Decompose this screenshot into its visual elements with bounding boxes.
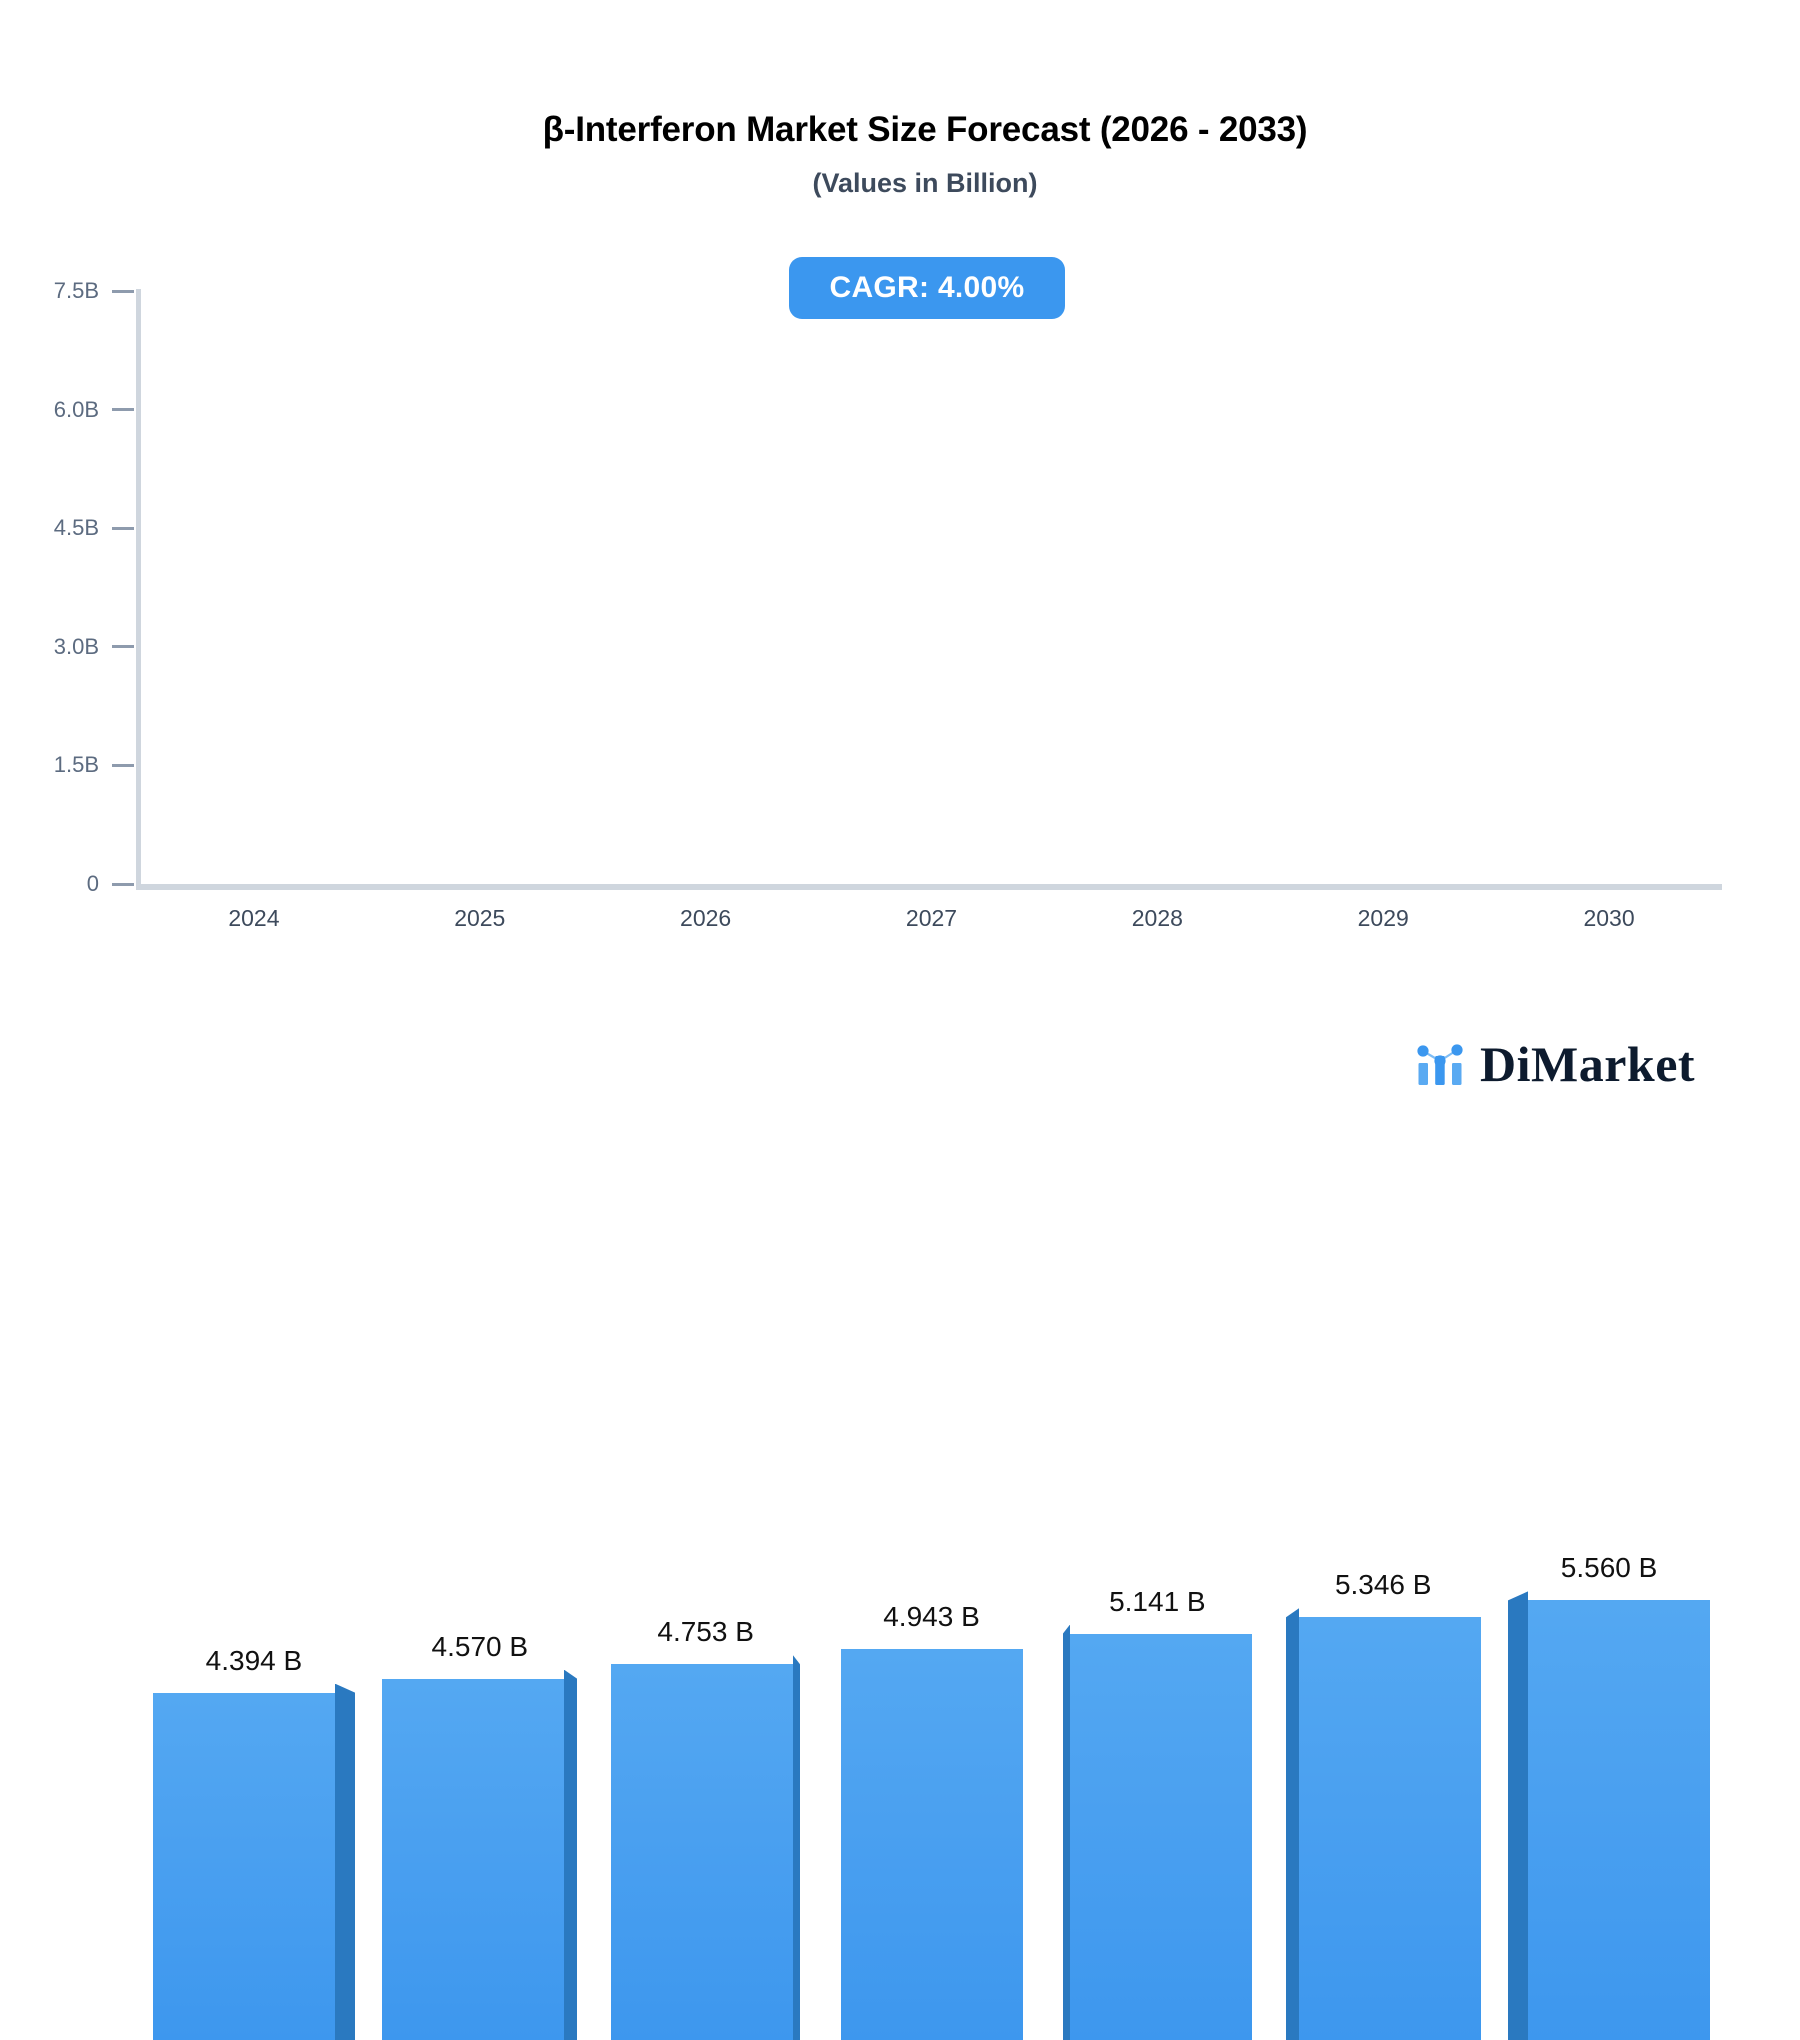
x-axis-tick-label: 2028 (1131, 905, 1183, 931)
y-axis-tick-dash (112, 408, 134, 412)
bar-front-face (1528, 1600, 1710, 2040)
chart-subtitle: (Values in Billion) (812, 168, 1038, 198)
bar-side-face (793, 1655, 800, 2040)
x-axis-tick-label: 2027 (905, 905, 958, 931)
y-axis-tick-dash (112, 289, 134, 293)
dimarket-logo: DiMarket (1412, 1036, 1695, 1092)
cagr-badge: CAGR: 4.00% (789, 257, 1065, 319)
x-axis-tick-label: 2030 (1583, 905, 1635, 931)
cagr-badge-label: CAGR: 4.00% (829, 271, 1025, 304)
y-axis-tick: 3.0B (25, 633, 134, 659)
bar-value-label: 4.394 B (205, 1644, 303, 1676)
x-axis-tick-label: 2029 (1357, 905, 1409, 931)
y-axis-tick: 0 (25, 871, 134, 896)
bar-value-label: 5.346 B (1334, 1569, 1432, 1601)
y-axis-tick-dash (112, 526, 134, 530)
y-axis-tick-label: 1.5B (53, 752, 99, 778)
y-axis-tick-label: 4.5B (53, 515, 99, 541)
y-axis-tick: 6.0B (25, 396, 134, 422)
y-axis-tick-dash (112, 645, 134, 649)
bar-side-face (1063, 1624, 1070, 2040)
chart-canvas: β-Interferon Market Size Forecast (2026 … (25, 110, 1722, 2040)
bar-value-label: 5.141 B (1109, 1585, 1206, 1617)
y-axis-tick-dash (112, 763, 134, 767)
bar-front-face (153, 1692, 335, 2040)
y-axis-tick-dash (112, 882, 134, 886)
chart-title: β-Interferon Market Size Forecast (2026 … (542, 110, 1308, 149)
x-axis-line (136, 884, 1722, 890)
bar-value-label: 4.943 B (883, 1601, 980, 1633)
y-axis-tick-label: 7.5B (53, 278, 99, 303)
y-axis-tick: 1.5B (25, 752, 134, 778)
x-axis-tick-label: 2026 (680, 905, 732, 931)
bar-side-face (1286, 1608, 1299, 2040)
bar-front-face (382, 1678, 564, 2040)
plot-area: 0 1.5B 3.0B 4.5B 6.0B 7.5B 4.394 B 4.570 B 4.75… (25, 278, 1722, 2040)
x-axis-tick-label: 2025 (454, 905, 506, 931)
y-axis-tick-label: 3.0B (53, 633, 99, 659)
bar-side-face (564, 1669, 577, 2040)
dimarket-logo-text: DiMarket (1480, 1036, 1696, 1092)
bar-side-face (335, 1683, 355, 2040)
bar-front-face (1299, 1617, 1481, 2040)
bar-chart-trend-icon (1417, 1044, 1463, 1085)
x-axis-tick-label: 2024 (228, 905, 280, 931)
y-axis-tick-label: 6.0B (53, 396, 99, 422)
y-axis-tick: 4.5B (25, 515, 134, 541)
bar-front-face (1070, 1633, 1252, 2040)
bar-front-face (841, 1649, 1023, 2040)
y-axis-line (136, 289, 141, 888)
bar-value-label: 4.570 B (431, 1630, 529, 1662)
bar-side-face (1508, 1591, 1528, 2040)
y-axis-tick: 7.5B (25, 278, 134, 303)
y-axis-tick-label: 0 (86, 871, 99, 896)
bar-front-face (611, 1664, 793, 2040)
bar-value-label: 4.753 B (657, 1616, 754, 1648)
bar-value-label: 5.560 B (1560, 1552, 1658, 1584)
